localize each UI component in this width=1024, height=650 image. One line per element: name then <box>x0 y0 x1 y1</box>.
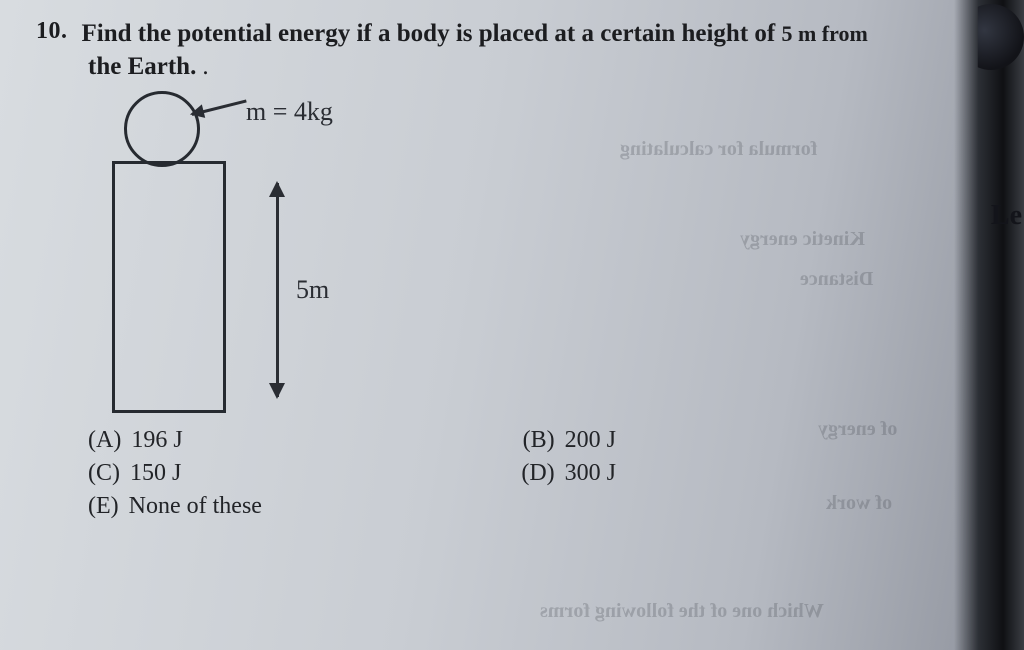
options-row-3: (E)None of these <box>88 493 954 520</box>
question-number: 10. <box>36 18 68 45</box>
option-a-value: 196 J <box>131 427 182 453</box>
question-line2: the Earth. <box>88 53 196 80</box>
question-tail: 5 m from <box>781 21 867 46</box>
height-arrow-icon <box>276 183 279 397</box>
option-b: (B)200 J <box>523 427 616 454</box>
options-block: (A)196 J (B)200 J (C)150 J (D)300 J (E)N… <box>88 427 954 520</box>
option-c: (C)150 J <box>88 460 181 487</box>
pedestal-box <box>112 161 226 413</box>
option-c-value: 150 J <box>130 460 181 486</box>
ball-icon <box>124 91 200 167</box>
mass-label: m = 4kg <box>246 97 333 127</box>
figure: m = 4kg 5m <box>96 91 436 421</box>
option-d: (D)300 J <box>521 460 616 487</box>
option-b-value: 200 J <box>565 427 616 453</box>
height-label: 5m <box>296 275 329 305</box>
mass-arrow-icon <box>192 99 247 115</box>
options-row-1: (A)196 J (B)200 J <box>88 427 954 454</box>
option-e: (E)None of these <box>88 493 262 520</box>
question-text: Find the potential energy if a body is p… <box>82 18 955 51</box>
question-line1: Find the potential energy if a body is p… <box>82 20 776 47</box>
trailing-dot: . <box>202 53 208 80</box>
page: 10. Find the potential energy if a body … <box>0 0 1024 650</box>
option-e-value: None of these <box>129 493 262 519</box>
book-gutter <box>954 0 1024 650</box>
option-d-value: 300 J <box>565 460 616 486</box>
side-tab-label: Le <box>991 200 1022 232</box>
question-row: 10. Find the potential energy if a body … <box>36 18 954 51</box>
question-line2-wrap: the Earth.. <box>88 53 954 81</box>
option-a: (A)196 J <box>88 427 183 454</box>
options-row-2: (C)150 J (D)300 J <box>88 460 954 487</box>
